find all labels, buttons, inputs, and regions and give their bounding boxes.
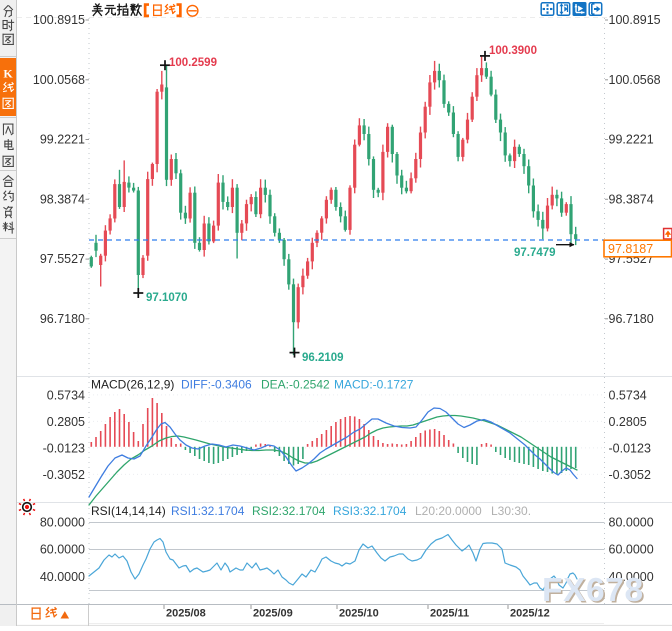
svg-text:80.0000: 80.0000: [609, 516, 654, 530]
svg-text:80.0000: 80.0000: [40, 516, 85, 530]
svg-text:99.2221: 99.2221: [40, 133, 85, 147]
svg-text:97.8187: 97.8187: [608, 242, 653, 256]
svg-text:97.5527: 97.5527: [40, 252, 85, 266]
svg-text:100.2599: 100.2599: [169, 57, 217, 69]
svg-text:MACD:-0.1727: MACD:-0.1727: [334, 378, 414, 392]
svg-text:98.3874: 98.3874: [40, 192, 85, 206]
svg-text:96.7180: 96.7180: [40, 312, 85, 326]
svg-text:RSI3:32.1704: RSI3:32.1704: [333, 504, 407, 518]
svg-text:DEA:-0.2542: DEA:-0.2542: [261, 378, 330, 392]
svg-text:2025/09: 2025/09: [253, 608, 293, 620]
svg-text:60.0000: 60.0000: [609, 543, 654, 557]
svg-text:0.5734: 0.5734: [47, 388, 85, 402]
svg-text:RSI(14,14,14): RSI(14,14,14): [91, 504, 166, 518]
svg-text:2025/08: 2025/08: [166, 608, 206, 620]
svg-text:100.8915: 100.8915: [33, 13, 85, 27]
svg-text:100.0568: 100.0568: [609, 73, 661, 87]
svg-text:97.1070: 97.1070: [146, 292, 188, 304]
svg-text:-0.3052: -0.3052: [609, 468, 651, 482]
svg-text:98.3874: 98.3874: [609, 192, 654, 206]
svg-text:0.2805: 0.2805: [609, 415, 647, 429]
svg-text:2025/12: 2025/12: [510, 608, 550, 620]
svg-text:RSI1:32.1704: RSI1:32.1704: [171, 504, 245, 518]
svg-text:96.2109: 96.2109: [302, 352, 344, 364]
svg-text:100.0568: 100.0568: [33, 73, 85, 87]
svg-text:60.0000: 60.0000: [40, 543, 85, 557]
svg-text:-0.0123: -0.0123: [609, 441, 651, 455]
svg-text:MACD(26,12,9): MACD(26,12,9): [91, 378, 174, 392]
svg-text:40.0000: 40.0000: [40, 570, 85, 584]
svg-text:RSI2:32.1704: RSI2:32.1704: [252, 504, 326, 518]
svg-text:100.3900: 100.3900: [489, 45, 537, 57]
svg-text:99.2221: 99.2221: [609, 133, 654, 147]
svg-text:FX678: FX678: [542, 572, 644, 609]
svg-text:-0.3052: -0.3052: [43, 468, 85, 482]
svg-text:-0.0123: -0.0123: [43, 441, 85, 455]
svg-text:L20:20.0000: L20:20.0000: [415, 504, 482, 518]
svg-text:96.7180: 96.7180: [609, 312, 654, 326]
svg-text:DIFF:-0.3406: DIFF:-0.3406: [181, 378, 252, 392]
svg-text:0.2805: 0.2805: [47, 415, 85, 429]
svg-text:2025/11: 2025/11: [430, 608, 469, 620]
svg-text:2025/10: 2025/10: [339, 608, 379, 620]
svg-text:0.5734: 0.5734: [609, 388, 647, 402]
svg-text:L30:30.: L30:30.: [491, 504, 531, 518]
svg-text:K: K: [3, 67, 13, 81]
svg-text:97.7479: 97.7479: [514, 247, 556, 259]
svg-text:100.8915: 100.8915: [609, 13, 661, 27]
